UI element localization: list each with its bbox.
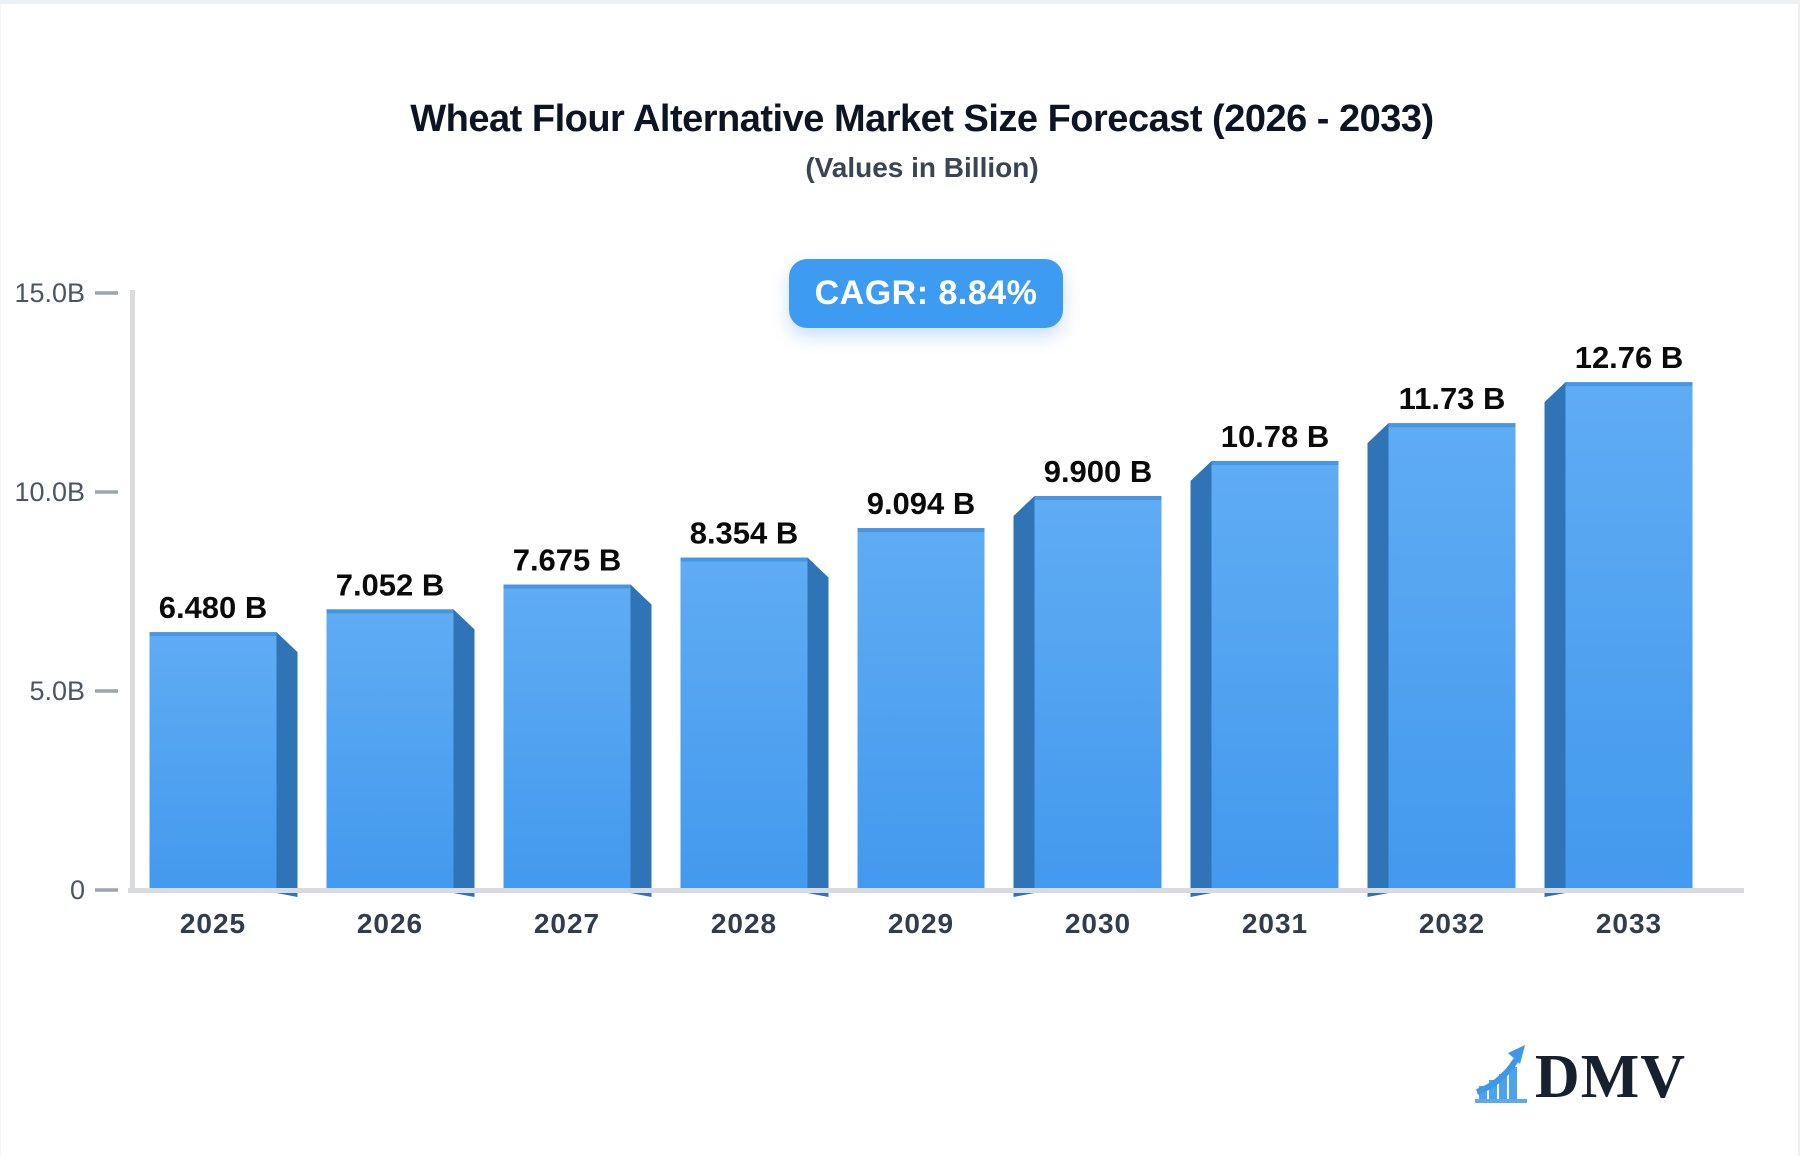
x-tick-label: 2033 <box>1596 908 1662 939</box>
bar-face <box>1565 382 1693 893</box>
bar-face <box>503 584 631 893</box>
chart-title: Wheat Flour Alternative Market Size Fore… <box>410 98 1434 140</box>
x-axis-line <box>128 888 1744 893</box>
bar-face <box>149 632 277 893</box>
x-tick-label: 2030 <box>1065 908 1131 939</box>
x-tick-label: 2025 <box>180 908 246 939</box>
brand-logo: DMV <box>1474 1043 1686 1111</box>
cagr-badge-label: CAGR: 8.84% <box>814 274 1038 312</box>
y-tick-label: 10.0B <box>14 477 85 507</box>
x-tick-label: 2027 <box>534 908 600 939</box>
bar-value-label: 7.052 B <box>336 567 445 602</box>
bar-value-label: 9.900 B <box>1044 454 1153 489</box>
bar-value-label: 10.78 B <box>1221 419 1330 454</box>
bar-top-edge <box>1211 460 1339 465</box>
bar-value-label: 12.76 B <box>1575 340 1684 375</box>
bar-side <box>1190 460 1212 897</box>
bar-face <box>326 609 454 893</box>
bar-side <box>1367 423 1389 897</box>
bar-top-edge <box>1565 382 1693 387</box>
y-tick-label: 15.0B <box>14 278 85 308</box>
brand-logo-text: DMV <box>1534 1043 1686 1111</box>
bar-face <box>1388 423 1516 893</box>
bar-side <box>276 632 298 897</box>
bar-top-edge <box>680 557 808 562</box>
bar-value-label: 6.480 B <box>159 590 268 625</box>
bar-value-label: 7.675 B <box>513 543 622 578</box>
growth-chart-icon <box>1474 1045 1527 1103</box>
bar-top-edge <box>503 584 631 589</box>
bar-side <box>807 557 829 897</box>
y-tick-label: 5.0B <box>29 676 85 706</box>
cagr-badge: CAGR: 8.84% <box>789 259 1063 328</box>
bar-value-label: 8.354 B <box>690 516 799 551</box>
bar-side <box>453 609 475 897</box>
bar-top-edge <box>326 609 454 614</box>
bar-value-label: 9.094 B <box>867 486 976 521</box>
bar-top-edge <box>1034 495 1162 500</box>
bar-top-edge <box>1388 423 1516 428</box>
bar-face <box>1034 495 1162 893</box>
bar-top-edge <box>857 528 985 533</box>
y-axis-line <box>130 290 135 893</box>
bar-side <box>630 584 652 897</box>
bar-top-edge <box>149 632 277 637</box>
x-tick-label: 2031 <box>1242 908 1308 939</box>
y-tick-label: 0 <box>70 875 85 905</box>
bar-face <box>680 557 808 893</box>
x-tick-label: 2029 <box>888 908 954 939</box>
bar-side <box>1013 495 1035 897</box>
x-tick-label: 2026 <box>357 908 423 939</box>
bar-chart: 0 5.0B 10.0B 15.0B 6.480 B 2025 7.052 B 2026 7.6… <box>14 278 1744 939</box>
bar-face <box>857 528 985 893</box>
bar-value-label: 11.73 B <box>1399 381 1506 416</box>
chart-subtitle: (Values in Billion) <box>805 152 1039 183</box>
x-tick-label: 2028 <box>711 908 777 939</box>
bar-face <box>1211 460 1339 893</box>
bar-side <box>1544 382 1566 898</box>
x-tick-label: 2032 <box>1419 908 1485 939</box>
